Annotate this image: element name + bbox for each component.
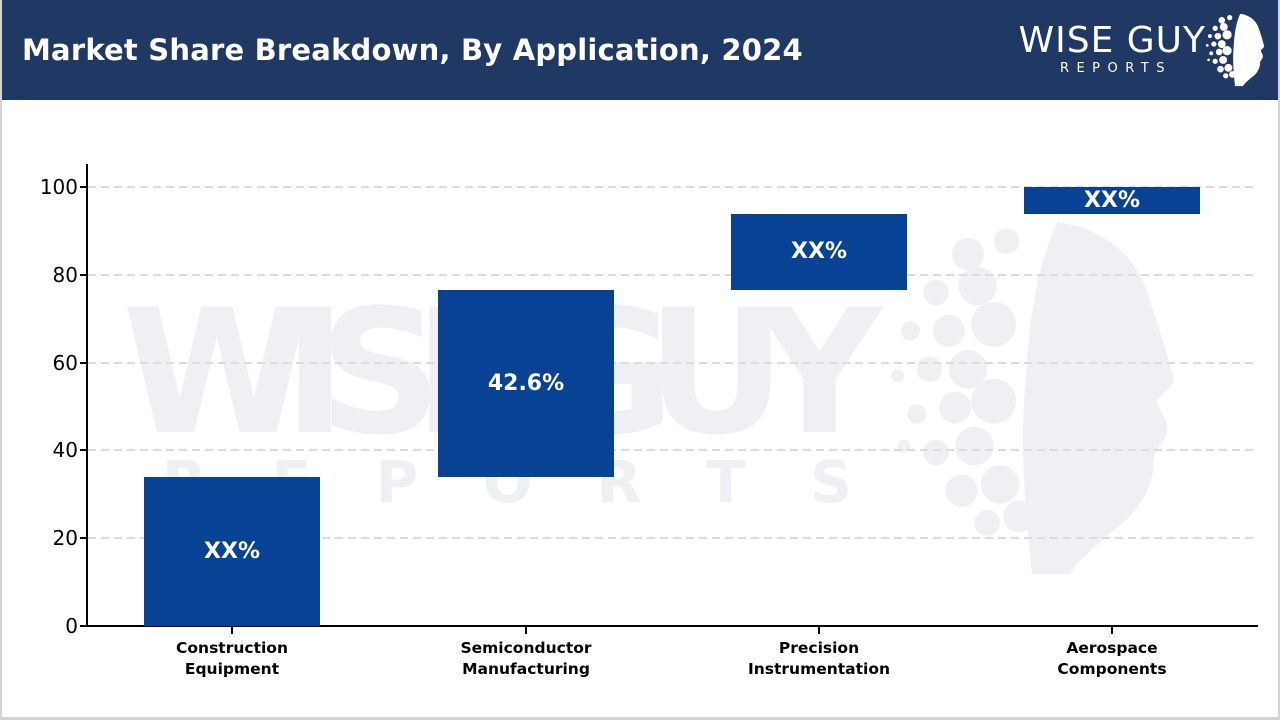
- category-label-line: Components: [1057, 660, 1167, 678]
- gridline-100: [88, 186, 1254, 188]
- wiseguy-logo: WISE GUY REPORTS: [1019, 8, 1280, 92]
- header-bar: Market Share Breakdown, By Application, …: [2, 0, 1280, 100]
- brand-name: WISE GUY: [1018, 20, 1206, 61]
- y-tick-label-60: 60: [52, 350, 78, 375]
- category-label-3: Aerospace Components: [972, 638, 1252, 680]
- y-tick-0: [80, 625, 87, 627]
- y-tick-label-20: 20: [52, 526, 78, 551]
- x-tick-0: [231, 627, 233, 634]
- category-label-line: Semiconductor: [460, 639, 592, 657]
- y-tick-label-80: 80: [52, 262, 78, 287]
- category-label-line: Construction: [176, 639, 288, 657]
- bar-0: XX%: [144, 476, 320, 626]
- y-tick-label-40: 40: [52, 438, 78, 463]
- category-label-0: Construction Equipment: [92, 638, 372, 680]
- page-title: Market Share Breakdown, By Application, …: [22, 33, 803, 67]
- gridline-60: [88, 361, 1254, 364]
- bar-2: XX%: [731, 214, 907, 290]
- bar-1: 42.6%: [438, 289, 614, 477]
- y-tick-20: [80, 537, 87, 540]
- y-axis-line: [86, 164, 88, 627]
- y-tick-100: [80, 186, 87, 188]
- bar-value-label: XX%: [1084, 188, 1140, 214]
- x-axis-line: [86, 625, 1258, 627]
- x-tick-3: [1111, 627, 1113, 634]
- gridline-80: [88, 273, 1254, 276]
- category-label-line: Equipment: [184, 660, 280, 678]
- y-tick-80: [80, 273, 87, 276]
- gridline-40: [88, 449, 1254, 452]
- bar-3: XX%: [1024, 187, 1200, 215]
- gridline-20: [88, 537, 1254, 540]
- category-label-line: Aerospace: [1066, 639, 1158, 657]
- bar-chart-plot-area: 0 20 40 60 80 100 XX% Construction Equipment 42.6…: [2, 100, 1278, 717]
- y-tick-40: [80, 449, 87, 452]
- category-label-line: Instrumentation: [747, 660, 891, 678]
- wiseguy-head-icon: [1202, 8, 1268, 92]
- y-tick-60: [80, 361, 87, 364]
- x-tick-2: [818, 627, 820, 634]
- bar-value-label: XX%: [791, 239, 847, 265]
- y-tick-label-0: 0: [65, 614, 78, 638]
- category-label-line: Precision: [778, 639, 860, 657]
- category-label-1: Semiconductor Manufacturing: [386, 638, 666, 680]
- x-tick-1: [525, 627, 527, 634]
- brand-subtitle: REPORTS: [1059, 61, 1173, 76]
- bar-value-label: XX%: [204, 538, 260, 564]
- category-label-2: Precision Instrumentation: [679, 638, 959, 680]
- bar-value-label: 42.6%: [487, 370, 565, 396]
- category-label-line: Manufacturing: [462, 660, 590, 678]
- y-tick-label-100: 100: [39, 175, 78, 199]
